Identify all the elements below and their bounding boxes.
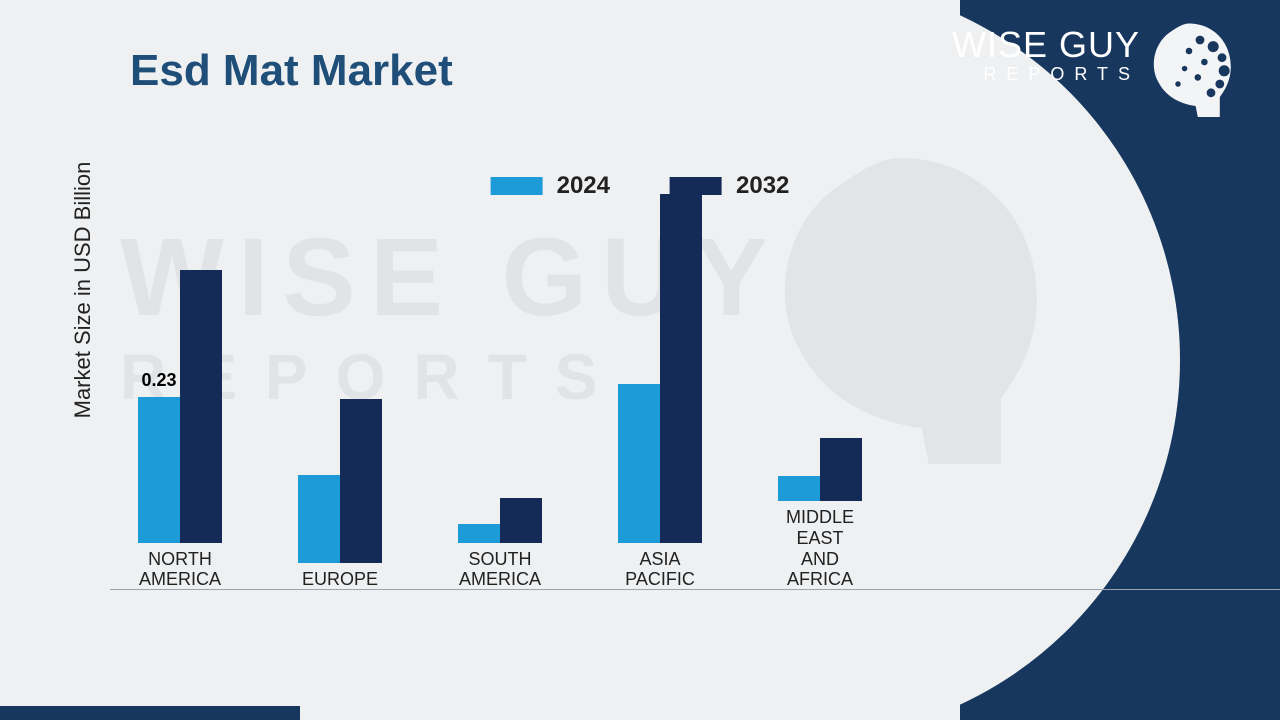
category-label: NORTHAMERICA <box>110 549 250 590</box>
plot-area: 0.23 NORTHAMERICA EUROPE SOUTHAMERICA ASIAPA… <box>110 210 1280 590</box>
bar <box>138 397 180 543</box>
bar-pair <box>430 163 570 543</box>
bar-pair <box>590 163 730 543</box>
bar-group: ASIAPACIFIC <box>590 163 730 590</box>
brand-line2: REPORTS <box>952 64 1140 85</box>
brand-head-icon <box>1134 18 1244 128</box>
category-label: SOUTHAMERICA <box>430 549 570 590</box>
category-label: MIDDLEEASTANDAFRICA <box>750 507 890 590</box>
bar-pair: 0.23 <box>110 163 250 543</box>
bar <box>298 475 340 564</box>
bar-group: SOUTHAMERICA <box>430 163 570 590</box>
footer-accent <box>0 706 300 720</box>
bar <box>458 524 500 543</box>
brand-logo: WISE GUY REPORTS <box>952 24 1140 85</box>
bar-pair <box>750 121 890 501</box>
bar <box>618 384 660 542</box>
bar <box>820 438 862 501</box>
bar-value-label: 0.23 <box>141 370 176 391</box>
bar <box>660 194 702 542</box>
bar-group: EUROPE <box>270 183 410 590</box>
bar-group: MIDDLEEASTANDAFRICA <box>750 121 890 590</box>
y-axis-label: Market Size in USD Billion <box>70 162 96 419</box>
bar-group: 0.23 NORTHAMERICA <box>110 163 250 590</box>
bar-pair <box>270 183 410 563</box>
bar <box>180 270 222 542</box>
canvas: WISE GUY REPORTS Esd Mat Market WISE GUY… <box>0 0 1280 720</box>
brand-line1: WISE GUY <box>952 24 1140 66</box>
bar <box>340 399 382 564</box>
bar <box>500 498 542 542</box>
bar <box>778 476 820 501</box>
category-label: EUROPE <box>270 569 410 590</box>
category-label: ASIAPACIFIC <box>590 549 730 590</box>
chart-title: Esd Mat Market <box>130 46 453 96</box>
